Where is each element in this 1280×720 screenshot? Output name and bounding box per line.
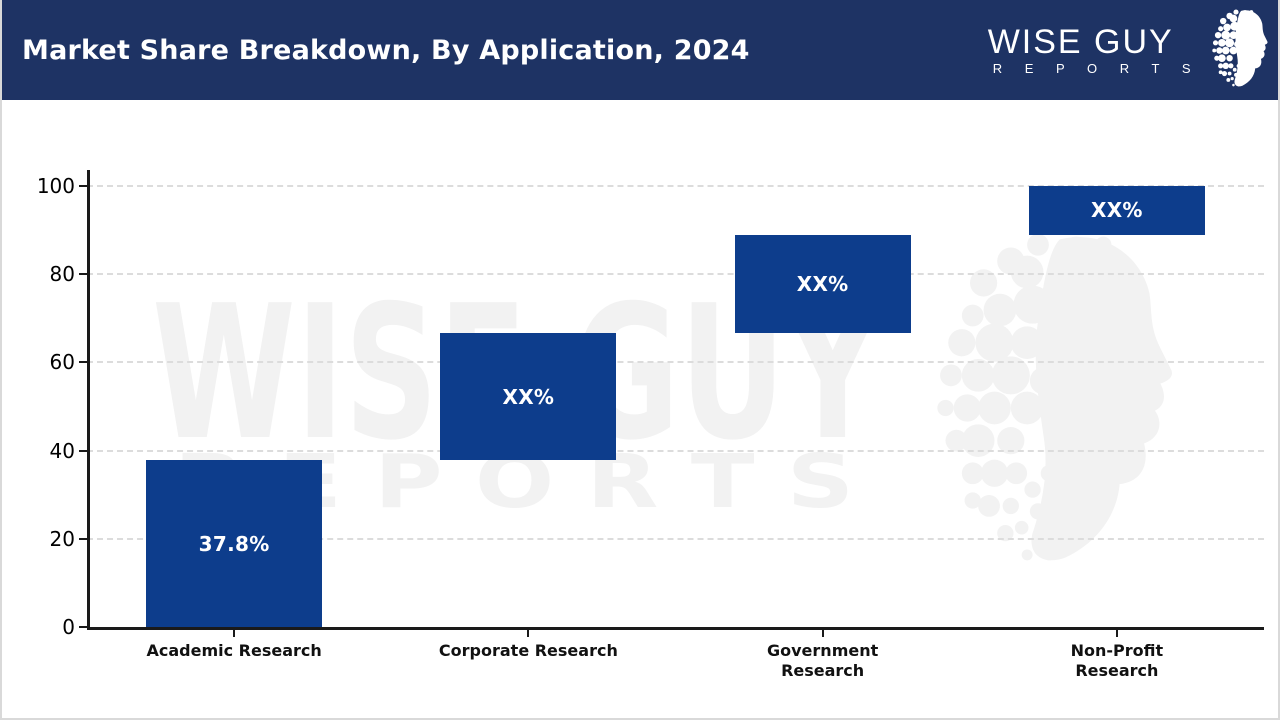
wiseguy-head-icon <box>1204 8 1268 93</box>
y-tick-label-80: 80 <box>49 262 75 287</box>
y-tick-20 <box>79 537 87 540</box>
y-tick-0 <box>79 626 87 628</box>
x-tick-label-non-profit-research: Non-Profit Research <box>1070 641 1164 680</box>
bar-value-label-non-profit-research: XX% <box>1090 198 1143 223</box>
logo-brand-subtitle: R E P O R T S <box>992 60 1200 76</box>
x-tick-label-academic-research: Academic Research <box>146 641 322 660</box>
y-tick-label-60: 60 <box>49 350 75 375</box>
x-tick-corporate-research <box>527 629 530 637</box>
bar-non-profit-research: XX% <box>1028 186 1205 235</box>
bar-government-research: XX% <box>734 234 911 334</box>
x-tick-label-corporate-research: Corporate Research <box>438 641 618 660</box>
y-axis <box>87 170 90 630</box>
page-title: Market Share Breakdown, By Application, … <box>22 34 750 66</box>
y-tick-100 <box>79 185 87 187</box>
y-tick-label-20: 20 <box>49 526 75 551</box>
logo-brand-name: WISE GUY <box>987 22 1174 61</box>
waterfall-chart: WISE GUY R E P O R T S 0 20 40 60 80 100 37.8%… <box>2 100 1278 718</box>
y-tick-label-100: 100 <box>36 174 75 198</box>
bar-academic-research: 37.8% <box>146 460 323 627</box>
y-tick-80 <box>79 273 87 276</box>
figure-header: Market Share Breakdown, By Application, … <box>2 0 1280 100</box>
x-tick-non-profit-research <box>1115 629 1118 637</box>
bar-corporate-research: XX% <box>440 333 617 461</box>
x-tick-label-government-research: Government Research <box>767 641 879 680</box>
y-tick-label-40: 40 <box>49 438 75 463</box>
watermark-head-icon <box>937 233 1172 561</box>
y-tick-60 <box>79 361 87 364</box>
gridline-80 <box>87 273 1264 276</box>
x-tick-academic-research <box>233 629 236 637</box>
bar-value-label-academic-research: 37.8% <box>198 531 270 556</box>
x-tick-government-research <box>821 629 824 637</box>
x-axis <box>87 627 1264 630</box>
wiseguy-logo: WISE GUY R E P O R T S <box>988 8 1280 93</box>
bar-value-label-corporate-research: XX% <box>502 384 555 409</box>
gridline-100 <box>87 185 1264 187</box>
bar-value-label-government-research: XX% <box>796 272 849 297</box>
gridline-20 <box>87 537 1264 540</box>
gridline-60 <box>87 361 1264 364</box>
y-tick-label-0: 0 <box>62 615 75 639</box>
wiseguy-logo-text: WISE GUY R E P O R T S <box>988 24 1200 77</box>
y-tick-40 <box>79 449 87 452</box>
gridline-40 <box>87 449 1264 452</box>
